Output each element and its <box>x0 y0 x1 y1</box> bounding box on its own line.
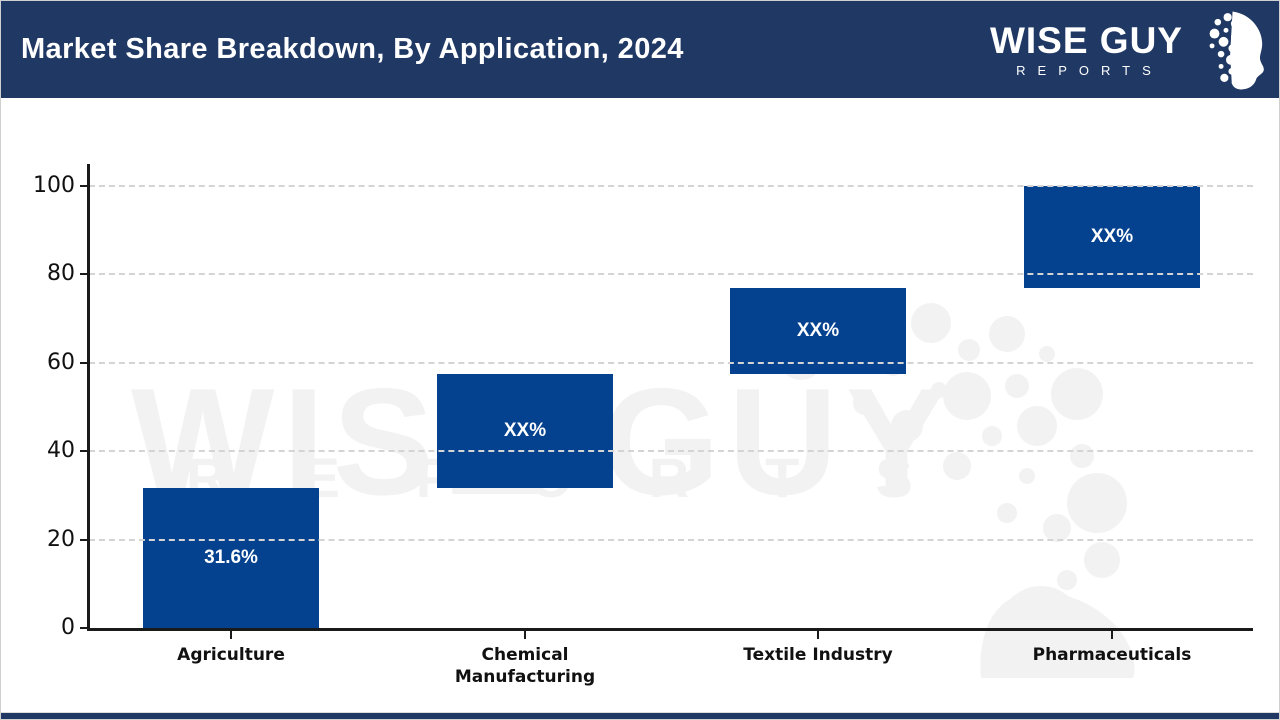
brand-logo: WISE GUY REPORTS <box>990 1 1267 98</box>
gridline-40 <box>89 450 1253 453</box>
gridline-20 <box>89 538 1253 541</box>
y-tick-label-20: 20 <box>47 526 75 552</box>
page-title: Market Share Breakdown, By Application, … <box>21 33 684 65</box>
footer-bar <box>1 713 1279 719</box>
brand-logo-text: WISE GUY REPORTS <box>990 22 1183 78</box>
bar-value-label: XX% <box>796 319 840 341</box>
brand-head-icon <box>1209 10 1264 89</box>
y-tick-40 <box>80 450 88 453</box>
bar-value-label: 31.6% <box>204 547 258 569</box>
gridline-60 <box>89 361 1253 364</box>
bar-pharmaceuticals: XX% <box>1024 186 1200 288</box>
x-axis-line <box>87 628 1253 631</box>
y-tick-60 <box>80 361 88 364</box>
x-tick-label-4: Pharmaceuticals <box>1032 645 1192 665</box>
x-tick-label-2: Chemical Manufacturing <box>454 645 596 688</box>
brand-name: WISE GUY <box>989 19 1183 61</box>
y-tick-0 <box>80 627 88 629</box>
x-tick-label-3: Textile Industry <box>743 645 893 665</box>
y-tick-20 <box>80 538 88 541</box>
x-tick-label-1: Agriculture <box>177 645 285 665</box>
x-tick-4 <box>1111 631 1113 639</box>
y-tick-label-0: 0 <box>61 615 75 640</box>
bar-textile-industry: XX% <box>730 287 906 374</box>
brand-tagline: REPORTS <box>1016 62 1163 78</box>
bar-chemical-manufacturing: XX% <box>437 373 613 489</box>
y-tick-label-100: 100 <box>33 173 75 198</box>
y-axis-line <box>87 164 90 630</box>
watermark-head-dots <box>779 303 1135 678</box>
bar-agriculture: 31.6% <box>143 488 319 628</box>
y-tick-label-60: 60 <box>47 349 75 375</box>
header-bar: Market Share Breakdown, By Application, … <box>1 1 1279 98</box>
bar-value-label: XX% <box>503 420 547 442</box>
footer-hairline <box>1 712 1279 713</box>
y-tick-label-40: 40 <box>47 438 75 464</box>
y-tick-100 <box>80 185 88 187</box>
gridline-100 <box>89 185 1253 187</box>
x-tick-1 <box>230 631 232 639</box>
x-tick-3 <box>817 631 819 639</box>
y-tick-80 <box>80 273 88 276</box>
chart-area: WISE GUY REPORTS 31.6%XX%XX%XX%020406080… <box>1 98 1279 715</box>
y-tick-label-80: 80 <box>47 261 75 287</box>
x-tick-2 <box>524 631 526 639</box>
bar-value-label: XX% <box>1090 225 1134 247</box>
gridline-80 <box>89 273 1253 276</box>
